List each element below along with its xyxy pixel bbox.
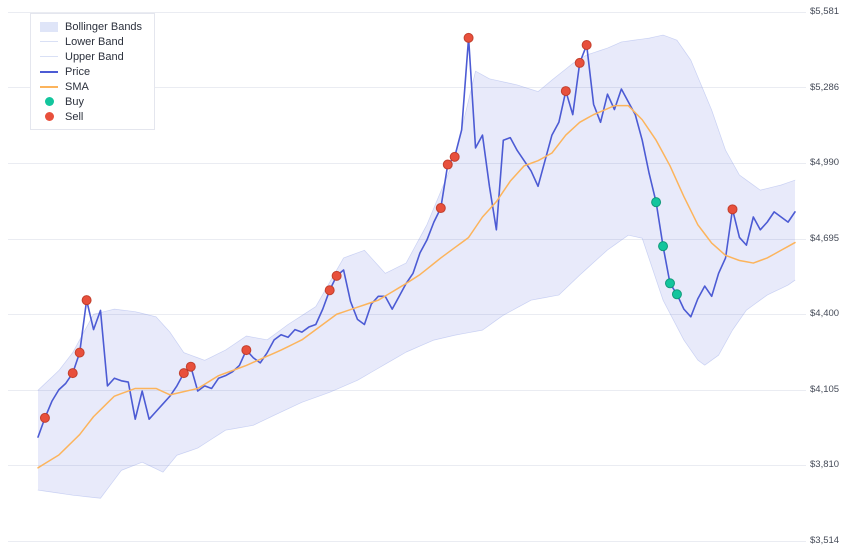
bollinger-bands-swatch-box (37, 21, 61, 32)
sma-swatch-box (37, 85, 61, 88)
price-swatch-box (37, 70, 61, 73)
buy-dot-swatch (44, 97, 54, 106)
legend-item-buy[interactable]: Buy (37, 94, 142, 109)
y-tick-label: $5,581 (810, 6, 840, 17)
legend-label-upper-band: Upper Band (65, 50, 124, 63)
buy-swatch-box (37, 97, 61, 106)
legend-label-sell: Sell (65, 110, 84, 123)
y-axis: $5,581 $5,286 $4,990 $4,695 $4,400 $4,10… (810, 0, 847, 551)
sma-line-swatch (40, 85, 58, 88)
sell-swatch-box (37, 112, 61, 121)
legend-item-bollinger-bands[interactable]: Bollinger Bands (37, 19, 142, 34)
legend-label-sma: SMA (65, 80, 89, 93)
lower-band-line-swatch (40, 41, 58, 42)
y-tick-label: $4,105 (810, 383, 840, 395)
legend-item-lower-band[interactable]: Lower Band (37, 34, 142, 49)
legend-item-sell[interactable]: Sell (37, 109, 142, 124)
legend-label-price: Price (65, 65, 91, 78)
lower-band-swatch-box (37, 41, 61, 42)
upper-band-swatch-box (37, 56, 61, 57)
y-tick-label: $4,695 (810, 232, 840, 244)
chart-legend: Bollinger Bands Lower Band Upper Band Pr… (30, 13, 156, 130)
upper-band-line-swatch (40, 56, 58, 57)
legend-label-buy: Buy (65, 95, 84, 108)
legend-item-upper-band[interactable]: Upper Band (37, 49, 142, 64)
sell-dot-swatch (44, 112, 54, 121)
legend-label-bollinger-bands: Bollinger Bands (65, 20, 143, 33)
legend-item-price[interactable]: Price (37, 64, 142, 79)
price-line-swatch (40, 70, 58, 73)
legend-item-sma[interactable]: SMA (37, 79, 142, 94)
y-tick-label: $5,286 (810, 81, 840, 93)
y-tick-label: $4,990 (810, 157, 840, 169)
bollinger-bands-fill-swatch (40, 21, 58, 32)
y-tick-label: $4,400 (810, 308, 840, 320)
legend-label-lower-band: Lower Band (65, 35, 124, 48)
y-tick-label: $3,810 (810, 459, 840, 471)
y-tick-label: $3,514 (810, 535, 840, 546)
